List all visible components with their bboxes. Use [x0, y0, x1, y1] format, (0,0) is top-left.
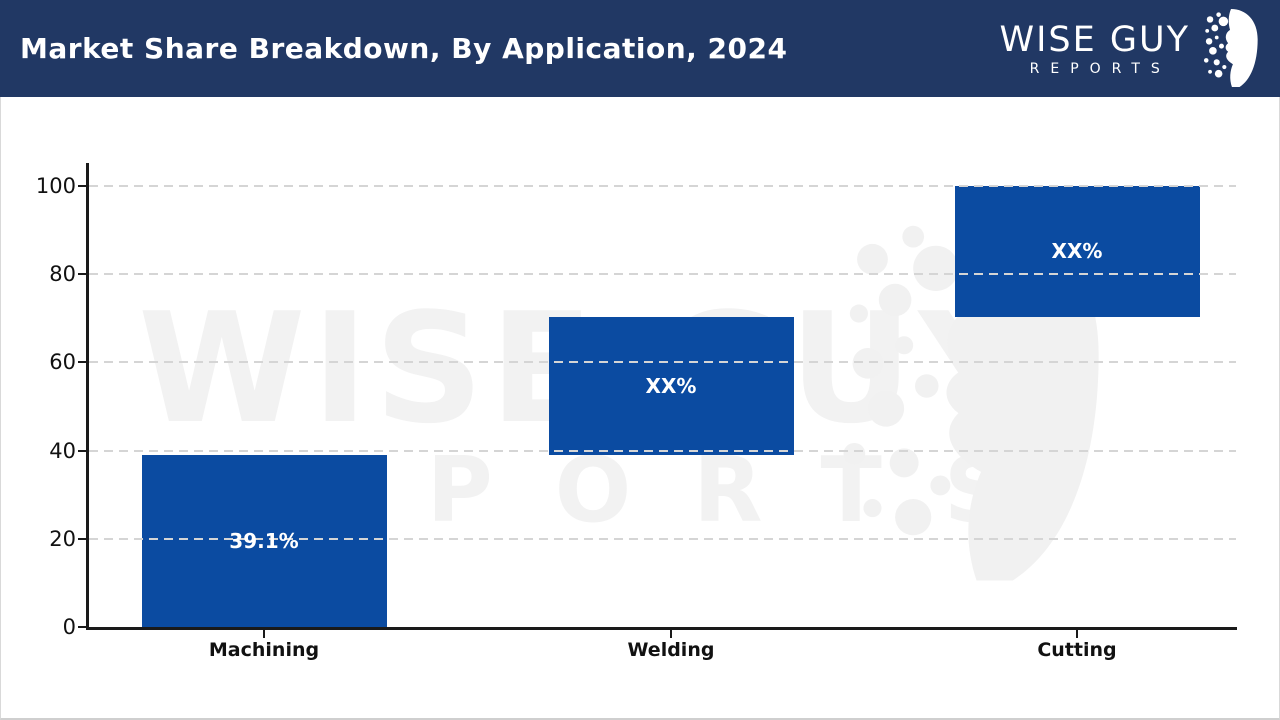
bar-value-label: XX% — [645, 373, 697, 398]
brand-name: WISE GUY — [999, 19, 1190, 60]
bar-machining — [141, 454, 387, 627]
y-tick-label: 40 — [49, 438, 76, 463]
y-tick-label: 20 — [49, 526, 76, 551]
y-tick-label: 80 — [49, 262, 76, 287]
x-tick-label-welding: Welding — [627, 639, 715, 661]
brand-logo: WISE GUY REPORTS — [999, 8, 1268, 88]
y-tick-mark — [78, 184, 87, 187]
y-tick-mark — [78, 273, 87, 276]
bar-cutting — [954, 185, 1200, 317]
brand-subtitle: REPORTS — [1029, 60, 1171, 77]
y-tick-label: 60 — [49, 350, 76, 375]
gridline-60 — [89, 361, 1236, 364]
x-tick-mark — [1076, 630, 1078, 638]
x-tick-mark — [263, 630, 265, 638]
y-tick-mark — [78, 449, 87, 452]
bar-value-label: 39.1% — [229, 528, 299, 553]
gridline-40 — [89, 449, 1236, 452]
bar-welding — [548, 316, 794, 455]
brand-logo-text: WISE GUY REPORTS — [999, 20, 1190, 77]
header-bar: Market Share Breakdown, By Application, … — [0, 0, 1280, 97]
page-title: Market Share Breakdown, By Application, … — [20, 32, 788, 65]
x-axis-spine — [86, 627, 1237, 630]
y-tick-label: 100 — [35, 173, 76, 198]
y-axis-spine — [86, 163, 89, 630]
bar-value-label: XX% — [1051, 239, 1103, 264]
gridline-80 — [89, 273, 1236, 276]
x-tick-label-machining: Machining — [208, 639, 320, 661]
x-tick-mark — [670, 630, 672, 638]
y-tick-mark — [78, 626, 87, 628]
gridline-100 — [89, 184, 1236, 187]
y-tick-label: 0 — [62, 615, 76, 639]
brand-face-icon — [1203, 8, 1258, 88]
y-tick-mark — [78, 361, 87, 364]
y-tick-mark — [78, 537, 87, 540]
x-tick-label-cutting: Cutting — [1037, 639, 1117, 661]
gridline-20 — [89, 537, 1236, 540]
